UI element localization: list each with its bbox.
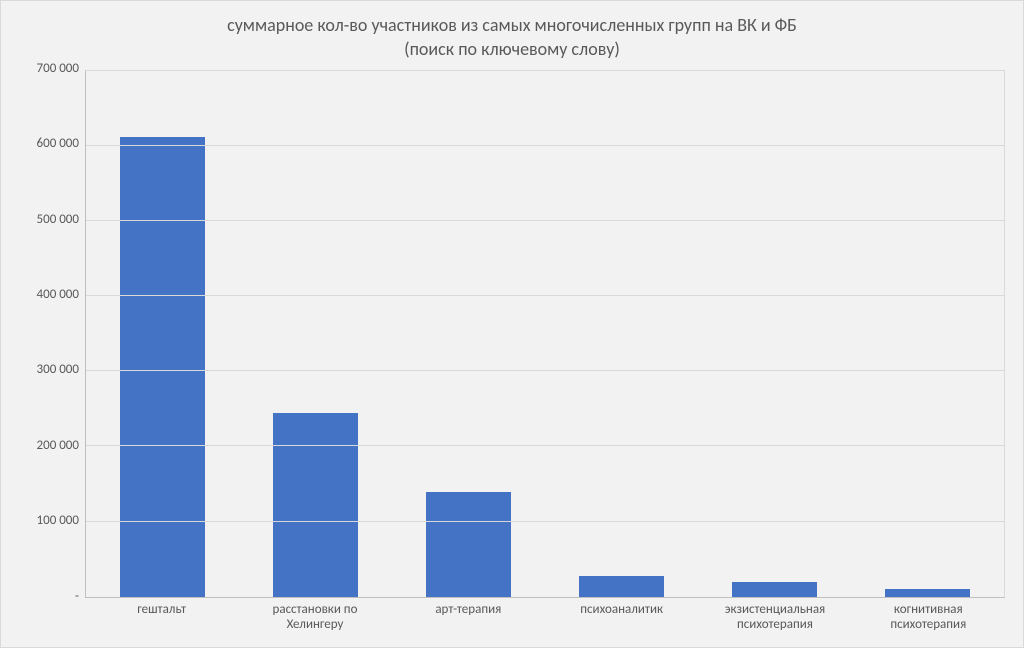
x-axis: гештальтрасстановки по Хелингеруарт-тера… [85,598,1005,633]
y-axis: 700 000600 000500 000400 000300 000200 0… [19,70,85,598]
x-tick-label: психоаналитик [545,602,698,633]
bar-slot [239,71,392,597]
bar-slot [851,71,1004,597]
chart-title-line2: (поиск по ключевому слову) [404,38,620,60]
chart-title-line1: суммарное кол-во участников из самых мно… [227,14,797,36]
bar-slot [545,71,698,597]
chart-container: суммарное кол-во участников из самых мно… [0,0,1024,648]
bar [579,576,663,597]
x-tick-label: когнитивная психотерапия [852,602,1005,633]
bar-slot [698,71,851,597]
bar [120,137,204,597]
chart-title: суммарное кол-во участников из самых мно… [19,13,1005,62]
x-tick-label: арт-терапия [392,602,545,633]
bar-slot [392,71,545,597]
bar [426,492,510,597]
x-tick-label: расстановки по Хелингеру [238,602,391,633]
x-tick-label: гештальт [85,602,238,633]
x-tick-label: экзистенциальная психотерапия [698,602,851,633]
bars-layer [86,71,1004,597]
bar [273,413,357,597]
bar [732,582,816,597]
bar-slot [86,71,239,597]
plot-area [85,70,1005,598]
bar [885,589,969,597]
plot-row: 700 000600 000500 000400 000300 000200 0… [19,70,1005,598]
